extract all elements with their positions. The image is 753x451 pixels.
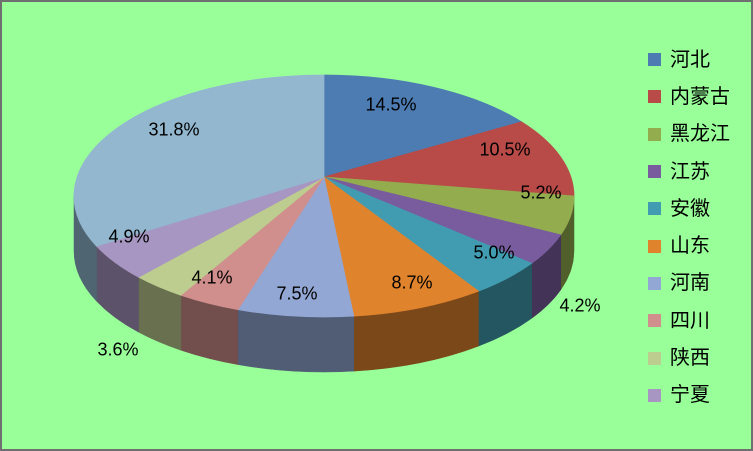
legend-item-7[interactable]: 四川 [648, 302, 730, 339]
legend-swatch [648, 351, 661, 365]
legend-item-8[interactable]: 陕西 [648, 339, 730, 376]
legend-swatch [648, 314, 661, 328]
legend-item-label: 江苏 [670, 160, 710, 183]
legend-swatch [648, 127, 661, 141]
legend-item-6[interactable]: 河南 [648, 265, 730, 302]
legend-item-5[interactable]: 山东 [648, 227, 730, 264]
legend-swatch [648, 276, 661, 290]
legend-item-label: 河北 [670, 48, 710, 71]
pie-slice-6[interactable] [237, 176, 355, 318]
legend: 河北内蒙古黑龙江江苏安徽山东河南四川陕西宁夏 [648, 41, 730, 414]
pie-slice-0[interactable] [323, 74, 523, 178]
legend-swatch [648, 388, 661, 402]
legend-item-label: 陕西 [670, 347, 710, 370]
legend-item-label: 四川 [670, 309, 710, 332]
legend-item-label: 黑龙江 [670, 123, 730, 146]
legend-swatch [648, 239, 661, 253]
legend-swatch [648, 202, 661, 216]
pie-slice-1[interactable] [323, 121, 575, 197]
legend-item-2[interactable]: 黑龙江 [648, 116, 730, 153]
legend-item-label: 宁夏 [670, 384, 710, 407]
legend-item-0[interactable]: 河北 [648, 41, 730, 78]
legend-item-4[interactable]: 安徽 [648, 190, 730, 227]
legend-swatch [648, 53, 661, 67]
pie-slice-5[interactable] [323, 176, 480, 317]
legend-item-label: 安徽 [670, 197, 710, 220]
legend-item-3[interactable]: 江苏 [648, 153, 730, 190]
legend-item-1[interactable]: 内蒙古 [648, 78, 730, 115]
legend-swatch [648, 90, 661, 104]
legend-item-label: 内蒙古 [670, 85, 730, 108]
pie-slice-10[interactable] [73, 74, 325, 247]
legend-item-label: 山东 [670, 235, 710, 258]
legend-item-label: 河南 [670, 272, 710, 295]
legend-item-9[interactable]: 宁夏 [648, 377, 730, 414]
legend-swatch [648, 165, 661, 179]
pie-slice-side-6 [237, 309, 355, 373]
